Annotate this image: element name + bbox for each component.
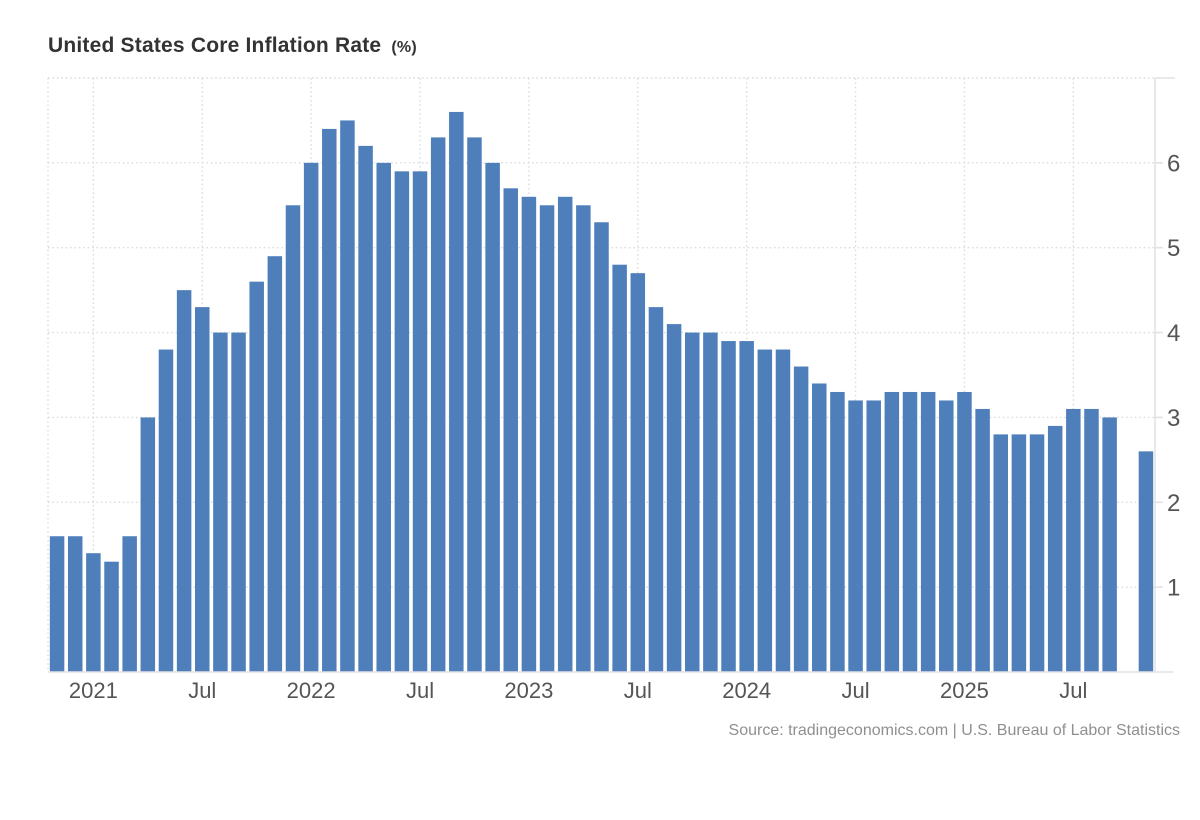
x-tick-label: Jul	[406, 678, 434, 703]
bar[interactable]	[1084, 408, 1099, 672]
bar[interactable]	[576, 205, 591, 673]
bar[interactable]	[721, 341, 736, 672]
x-tick-label: 2023	[504, 678, 553, 703]
bar[interactable]	[231, 332, 246, 672]
bar[interactable]	[86, 553, 101, 672]
bar[interactable]	[612, 264, 627, 672]
bar[interactable]	[757, 349, 773, 672]
x-tick-label: 2024	[722, 678, 771, 703]
bar[interactable]	[1138, 451, 1154, 672]
bar[interactable]	[957, 391, 972, 672]
bar[interactable]	[1066, 408, 1081, 672]
bar[interactable]	[866, 400, 881, 672]
axis-lines	[48, 77, 1175, 673]
bar[interactable]	[539, 205, 555, 673]
y-axis-labels: 1 2 3 4 5 6	[1167, 150, 1180, 601]
bar[interactable]	[104, 561, 119, 672]
bar[interactable]	[412, 171, 428, 672]
bar[interactable]	[630, 273, 646, 672]
chart-title-unit: (%)	[391, 39, 417, 56]
bar[interactable]	[739, 341, 754, 672]
bar[interactable]	[920, 391, 936, 672]
chart-title-text: United States Core Inflation Rate	[48, 34, 382, 57]
y-tick-label: 6	[1167, 150, 1180, 177]
bar[interactable]	[902, 391, 918, 672]
source-attribution-link[interactable]: Source: tradingeconomics.com | U.S. Bure…	[728, 722, 1180, 739]
bar[interactable]	[249, 281, 264, 672]
x-tick-label: Jul	[624, 678, 652, 703]
bar[interactable]	[322, 128, 337, 672]
y-tick-label: 2	[1167, 490, 1180, 517]
bar[interactable]	[303, 162, 319, 673]
x-tick-label: 2021	[69, 678, 118, 703]
bar-chart-canvas: 1 2 3 4 5 6 2021 Jul 2022 Jul 2023 Jul 2024 Jul 2025 Ju…	[47, 77, 1180, 703]
bar[interactable]	[884, 391, 900, 672]
bar[interactable]	[358, 145, 373, 672]
bar[interactable]	[503, 188, 519, 672]
x-tick-label: 2022	[287, 678, 336, 703]
bar[interactable]	[1029, 434, 1045, 672]
bar[interactable]	[195, 307, 210, 672]
x-tick-label: Jul	[842, 678, 870, 703]
bar[interactable]	[122, 536, 137, 672]
x-axis-labels: 2021 Jul 2022 Jul 2023 Jul 2024 Jul 2025 Jul	[69, 678, 1088, 703]
bar[interactable]	[1011, 434, 1027, 672]
bar[interactable]	[703, 332, 718, 672]
bar[interactable]	[394, 171, 410, 672]
x-tick-label: Jul	[188, 678, 216, 703]
bar[interactable]	[557, 196, 573, 673]
bar[interactable]	[449, 111, 464, 672]
bar[interactable]	[993, 434, 1009, 672]
bar[interactable]	[1047, 425, 1063, 672]
bar[interactable]	[340, 120, 355, 673]
bar[interactable]	[430, 137, 446, 672]
bar[interactable]	[521, 196, 537, 673]
x-tick-label: 2025	[940, 678, 989, 703]
bar[interactable]	[285, 205, 301, 673]
y-tick-label: 5	[1167, 235, 1180, 262]
bar[interactable]	[376, 162, 391, 673]
bar[interactable]	[49, 536, 65, 672]
bar[interactable]	[176, 290, 192, 672]
bar[interactable]	[812, 383, 827, 672]
x-tick-label: Jul	[1059, 678, 1087, 703]
bar[interactable]	[67, 536, 83, 672]
bar[interactable]	[684, 332, 700, 672]
bar[interactable]	[830, 391, 845, 672]
bar[interactable]	[939, 400, 954, 672]
bar[interactable]	[848, 400, 863, 672]
bar[interactable]	[648, 307, 664, 672]
y-tick-label: 3	[1167, 405, 1180, 432]
bar[interactable]	[140, 417, 156, 672]
bar[interactable]	[775, 349, 791, 672]
bar[interactable]	[213, 332, 228, 672]
y-tick-label: 4	[1167, 320, 1180, 347]
bar[interactable]	[793, 366, 809, 672]
chart-title: United States Core Inflation Rate (%)	[48, 34, 417, 58]
bar[interactable]	[267, 256, 283, 672]
bar[interactable]	[467, 137, 482, 672]
bar[interactable]	[975, 408, 990, 672]
bar[interactable]	[1102, 417, 1117, 672]
bar[interactable]	[666, 324, 682, 672]
y-tick-label: 1	[1167, 575, 1180, 602]
bar[interactable]	[594, 222, 609, 672]
bar[interactable]	[485, 162, 500, 673]
bars-group	[49, 111, 1154, 673]
bar[interactable]	[158, 349, 174, 672]
